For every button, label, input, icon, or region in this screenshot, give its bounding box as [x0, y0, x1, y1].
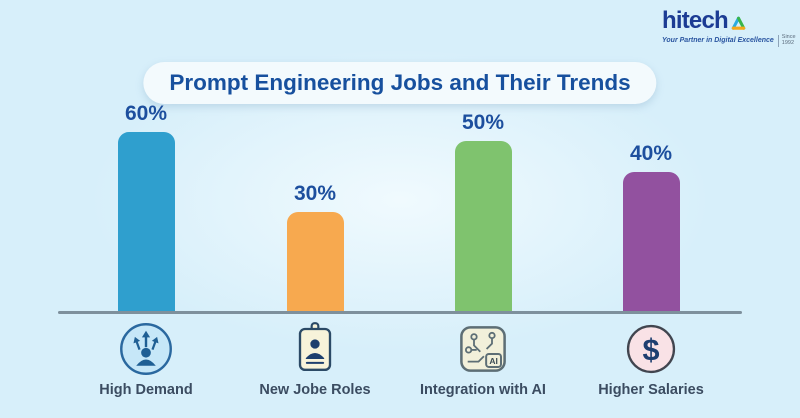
category-label: Integration with AI: [420, 382, 546, 398]
category-higher-salaries: $ Higher Salaries: [566, 321, 736, 398]
category-label: High Demand: [99, 382, 193, 398]
category-high-demand: High Demand: [61, 321, 231, 398]
bar-new-job-roles: [286, 212, 344, 313]
bar-column-new-job-roles: 30%: [230, 182, 400, 313]
category-new-job-roles: New Jobe Roles: [230, 321, 400, 398]
logo-since: Since 1992: [777, 34, 796, 47]
demand-growth-icon: [118, 321, 174, 377]
bar-column-high-demand: 60%: [61, 102, 231, 313]
chart-title: Prompt Engineering Jobs and Their Trends: [169, 70, 631, 95]
bar-column-higher-salaries: 40%: [566, 142, 736, 313]
bar-higher-salaries: [622, 172, 680, 313]
svg-text:AI: AI: [489, 356, 498, 366]
category-label: Higher Salaries: [598, 382, 704, 398]
recycle-triangle-icon: [731, 16, 746, 30]
chart-title-pill: Prompt Engineering Jobs and Their Trends: [143, 62, 657, 104]
bar-column-integration-ai: 50%: [398, 111, 568, 313]
logo-tagline: Your Partner in Digital Excellence: [662, 37, 774, 45]
category-label: New Jobe Roles: [259, 382, 371, 398]
category-integration-ai: AI Integration with AI: [398, 321, 568, 398]
ai-circuit-icon: AI: [456, 321, 510, 377]
value-label: 40%: [629, 142, 673, 165]
dollar-icon: $: [624, 321, 678, 377]
value-label: 60%: [124, 102, 168, 125]
id-badge-icon: [290, 321, 340, 377]
value-label: 30%: [293, 182, 337, 205]
axis-baseline: [58, 311, 742, 314]
brand-wordmark: hitech: [662, 7, 729, 34]
hitech-logo: hitech Your Partner in Digital Excellenc…: [662, 7, 796, 47]
value-label: 50%: [461, 111, 505, 134]
bar-high-demand: [117, 132, 175, 313]
svg-text:$: $: [642, 333, 659, 367]
bar-integration-ai: [454, 141, 512, 313]
